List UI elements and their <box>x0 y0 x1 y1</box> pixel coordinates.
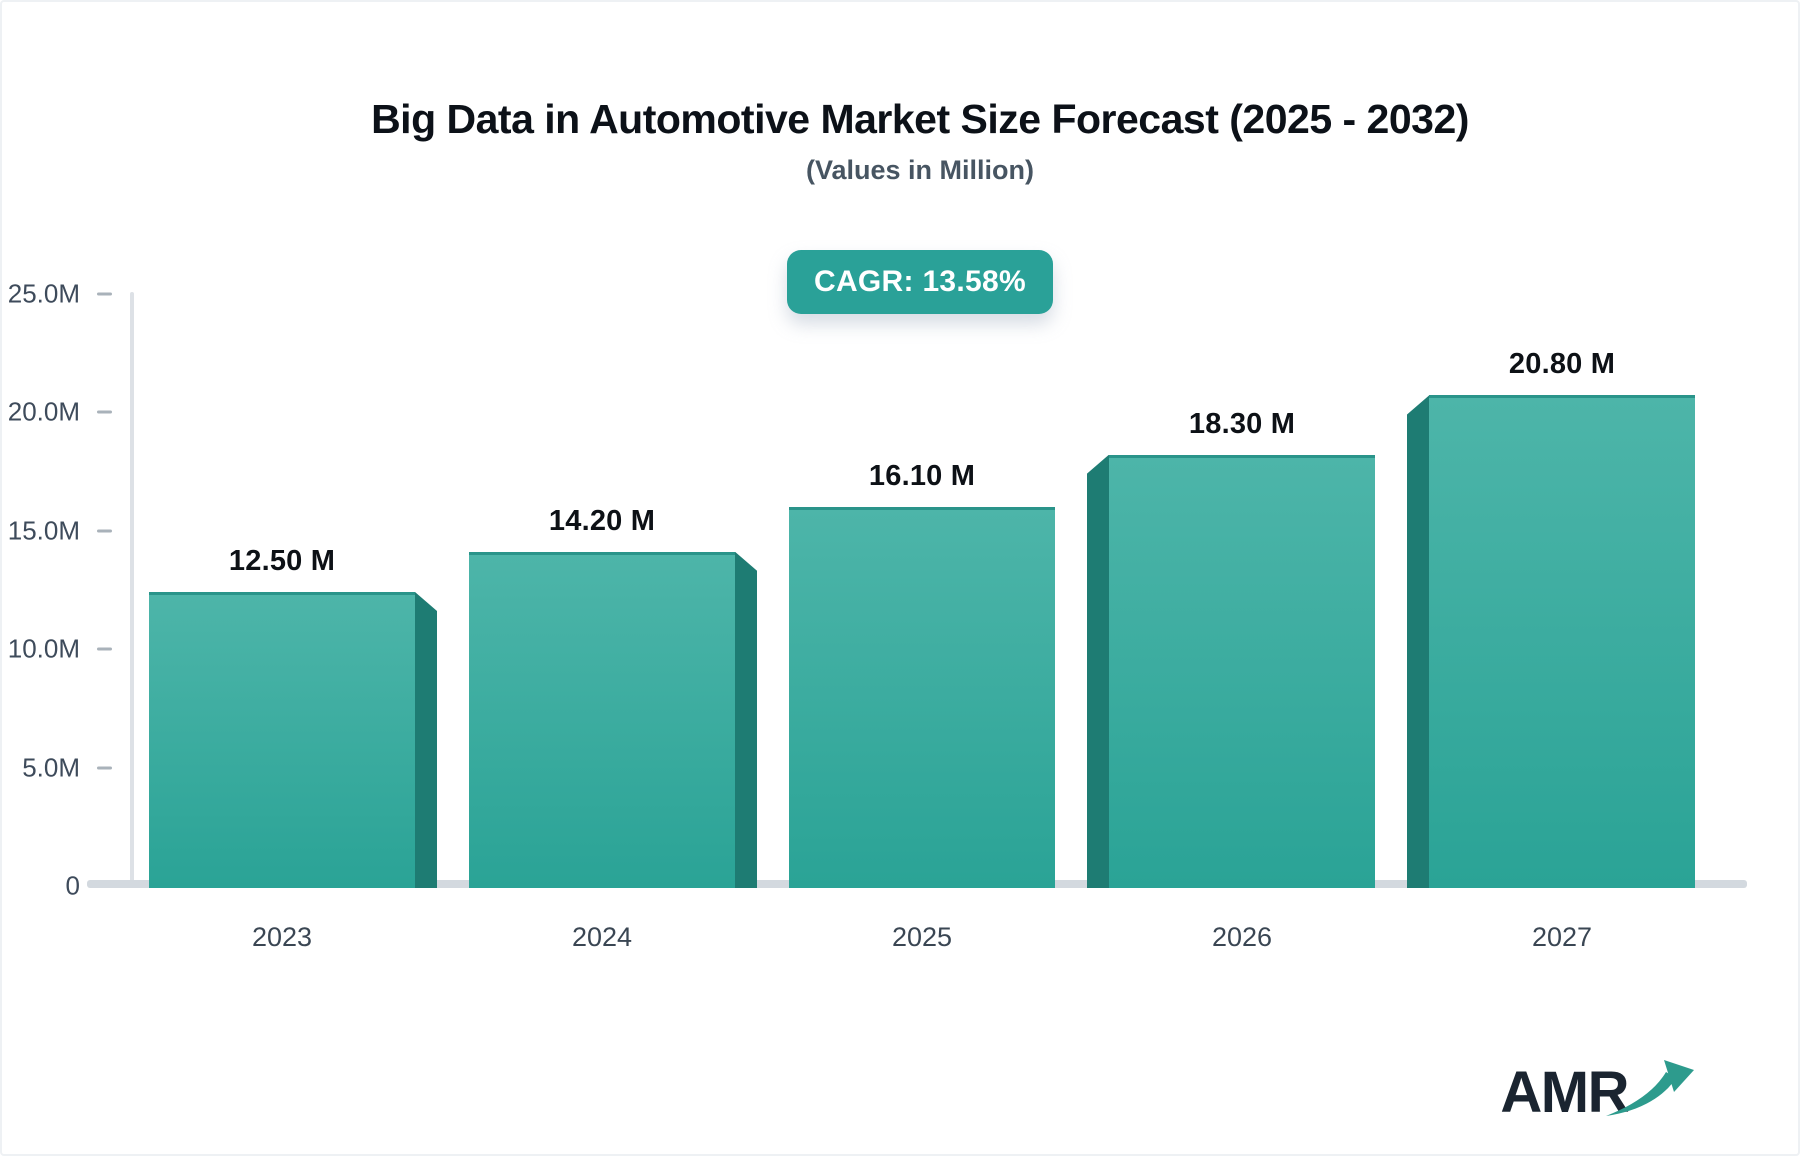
bar-slot-2026: 18.30 M 2026 <box>1082 294 1402 952</box>
y-tick-label: 15.0M <box>7 515 80 546</box>
y-tick-mark <box>97 292 112 296</box>
y-tick-label: 0 <box>65 870 80 901</box>
y-tick-label: 5.0M <box>22 752 80 783</box>
y-tick-5.0M: 5.0M <box>22 752 112 783</box>
bar-3d-side <box>735 551 757 888</box>
y-tick-mark <box>97 410 112 414</box>
y-tick-mark <box>97 647 112 651</box>
bar-3d-side <box>415 592 437 888</box>
bar-2024 <box>469 551 735 888</box>
chart-title: Big Data in Automotive Market Size Forec… <box>371 96 1469 142</box>
bar-value-label: 14.20 M <box>548 504 656 537</box>
bar-2026 <box>1109 454 1375 888</box>
amr-logo-text: AMR <box>1500 1059 1629 1125</box>
x-axis-label-2026: 2026 <box>1211 922 1273 952</box>
y-tick-mark <box>97 766 112 770</box>
amr-logo: AMR <box>1500 1058 1696 1126</box>
y-tick-mark <box>97 529 112 533</box>
x-axis-label-2025: 2025 <box>891 922 953 952</box>
chart-header: Big Data in Automotive Market Size Forec… <box>42 2 1798 315</box>
bar-slot-2023: 12.50 M 2023 <box>122 294 442 952</box>
bar-value-label: 18.30 M <box>1188 407 1296 440</box>
bar-2025 <box>789 506 1055 888</box>
cagr-badge: CAGR: 13.58% <box>786 250 1053 315</box>
y-tick-label: 10.0M <box>7 633 80 664</box>
bar-value-label: 20.80 M <box>1508 348 1616 381</box>
x-axis-label-2023: 2023 <box>251 922 313 952</box>
x-axis-label-2027: 2027 <box>1531 922 1593 952</box>
y-tick-label: 25.0M <box>7 278 80 309</box>
y-axis-line <box>130 292 134 884</box>
bar-value-label: 12.50 M <box>228 545 336 577</box>
bar-value-label: 16.10 M <box>868 459 976 492</box>
bar-slot-2027: 20.80 M 2027 <box>1402 294 1722 952</box>
bar-slot-2024: 14.20 M 2024 <box>442 294 762 952</box>
chart-subtitle: (Values in Million) <box>805 155 1035 186</box>
y-tick-15.0M: 15.0M <box>8 515 112 546</box>
plot-area: 12.50 M 2023 14.20 M 2024 16.10 M 2025 18.30 M… <box>122 294 1722 952</box>
y-tick-label: 20.0M <box>7 396 80 427</box>
bar-3d-side <box>1087 454 1109 888</box>
y-tick-10.0M: 10.0M <box>8 634 112 665</box>
y-tick-20.0M: 20.0M <box>8 397 112 428</box>
bar-3d-side <box>1407 395 1429 888</box>
growth-arrow-icon <box>1606 1060 1694 1116</box>
bar-2027 <box>1429 395 1695 888</box>
y-axis: 25.0M 20.0M 15.0M 10.0M 5.0M 0 <box>2 279 112 901</box>
bar-2023 <box>149 592 415 888</box>
x-axis-label-2024: 2024 <box>571 922 633 952</box>
bar-slot-2025: 16.10 M 2025 <box>762 294 1082 952</box>
y-tick-25.0M: 25.0M <box>8 279 112 310</box>
